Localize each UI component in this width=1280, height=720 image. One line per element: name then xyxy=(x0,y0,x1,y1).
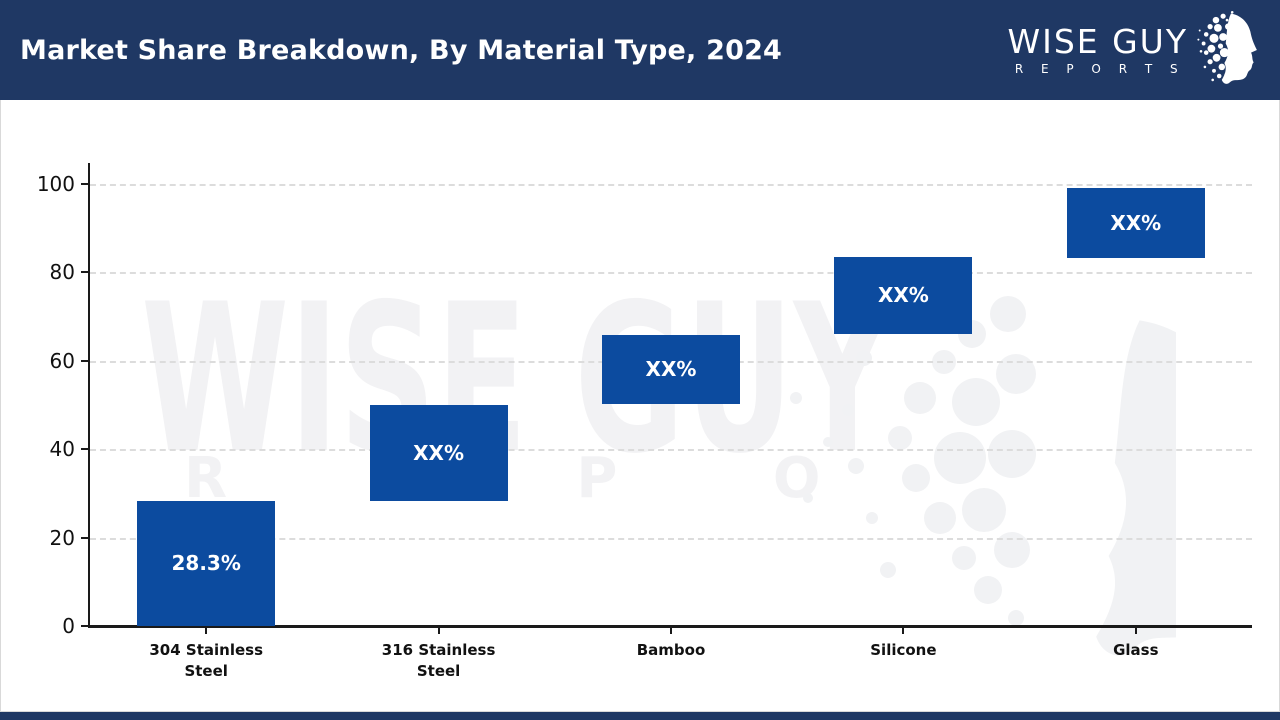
y-tick-label-60: 60 xyxy=(49,348,75,373)
y-tick-label-100: 100 xyxy=(36,172,75,196)
y-tick-label-20: 20 xyxy=(49,525,75,550)
gridline-80 xyxy=(90,272,1252,275)
waterfall-bar: XX% xyxy=(369,404,508,501)
footer-bar xyxy=(0,712,1280,720)
wiseguy-logo: WISE GUY R E P O R T S xyxy=(1007,11,1260,89)
y-tick-40 xyxy=(81,448,88,451)
x-tick-label: Bamboo xyxy=(636,641,706,659)
logo-wordmark: WISE GUY xyxy=(1007,21,1188,61)
x-tick-label: 316 Stainless Steel xyxy=(381,641,496,680)
header: Market Share Breakdown, By Material Type… xyxy=(0,0,1280,100)
y-tick-100 xyxy=(81,183,88,185)
chart-area: WISE GUY R E P O R T S 02040608010028.3%… xyxy=(0,100,1280,712)
waterfall-bar: XX% xyxy=(834,256,973,334)
x-tick xyxy=(1134,627,1137,634)
x-tick xyxy=(902,627,905,634)
logo-subtitle: R E P O R T S xyxy=(1014,61,1185,76)
gridline-20 xyxy=(90,537,1252,540)
plot-area: 0 20 40 60 80 100 28.3% 304 Stainless Steel XX% 3… xyxy=(37,163,1252,680)
logo-head-icon xyxy=(1197,11,1257,84)
bar-value-label: 28.3% xyxy=(171,551,241,576)
logo-text: WISE GUY R E P O R T S xyxy=(1007,25,1188,76)
x-tick-label: Silicone xyxy=(870,641,937,659)
y-tick-80 xyxy=(81,271,88,274)
x-tick-label: 304 Stainless Steel xyxy=(149,641,263,680)
x-axis-line xyxy=(88,625,1252,628)
bar-value-label: XX% xyxy=(645,357,697,382)
waterfall-bar: XX% xyxy=(602,334,740,404)
x-tick xyxy=(670,627,672,634)
y-tick-0 xyxy=(81,625,88,627)
waterfall-bar: XX% xyxy=(1066,187,1205,258)
y-tick-60 xyxy=(81,359,88,362)
waterfall-bar: 28.3% xyxy=(137,500,276,626)
y-axis-line xyxy=(88,163,90,628)
gridline-40 xyxy=(90,449,1252,452)
bar-value-label: XX% xyxy=(1110,210,1162,235)
bar-value-label: XX% xyxy=(413,440,465,465)
y-tick-label-80: 80 xyxy=(49,260,75,285)
x-tick xyxy=(205,627,208,634)
y-tick-20 xyxy=(81,536,88,539)
gridline-100 xyxy=(90,184,1252,186)
x-tick xyxy=(437,627,440,634)
y-tick-label-40: 40 xyxy=(49,437,75,462)
x-tick-label: Glass xyxy=(1113,641,1159,659)
bar-value-label: XX% xyxy=(877,283,929,308)
page-title: Market Share Breakdown, By Material Type… xyxy=(20,34,783,66)
y-tick-label-0: 0 xyxy=(62,614,75,638)
